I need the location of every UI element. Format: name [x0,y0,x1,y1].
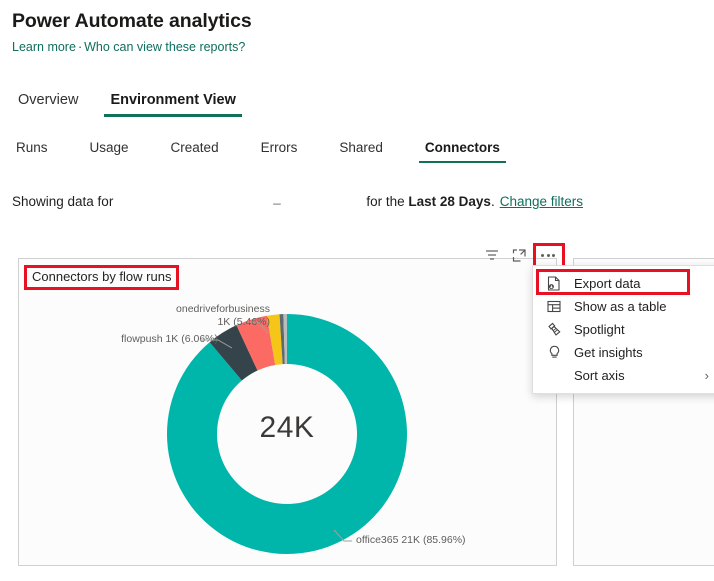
menu-item-sort-axis-label: Sort axis [574,368,625,383]
menu-item-get-insights-label: Get insights [574,345,643,360]
donut-slice-other-2[interactable] [279,314,285,365]
header-links: Learn more · Who can view these reports? [12,39,714,55]
filter-summary-bar: Showing data for for the Last 28 Days. C… [0,190,714,209]
donut-slice-flowpush[interactable] [209,325,258,381]
menu-item-export-data-label: Export data [574,276,641,291]
tab-created[interactable]: Created [170,140,219,155]
menu-item-show-as-table[interactable]: Show as a table [533,295,714,318]
tab-usage[interactable]: Usage [89,140,129,155]
visual-context-menu: Export data Show as a table [532,265,714,394]
tab-environment-view[interactable]: Environment View [104,92,243,117]
environment-name-redacted [117,190,363,206]
page-title: Power Automate analytics [12,10,252,32]
period-suffix: . [490,194,495,209]
showing-data-prefix: Showing data for [12,194,114,209]
data-label-onedrive-line2: 1K (5.46%) [217,316,270,328]
menu-item-get-insights[interactable]: Get insights [533,341,714,364]
donut-chart: 24K [166,313,408,555]
ellipsis-glyph [541,253,555,257]
chevron-right-icon: › [704,368,709,383]
menu-item-spotlight-label: Spotlight [574,322,625,337]
secondary-tab-bar: Runs Usage Created Errors Shared Connect… [0,133,714,163]
data-label-office365: office365 21K (85.96%) [356,534,466,546]
who-can-view-link[interactable]: Who can view these reports? [84,40,246,54]
donut-slice-other-3[interactable] [283,314,287,365]
page-header: Power Automate analytics Learn more · Who … [0,0,714,55]
menu-item-show-as-table-label: Show as a table [574,299,667,314]
chart-title: Connectors by flow runs [32,269,172,284]
change-filters-link[interactable]: Change filters [499,194,583,209]
chart-title-highlight: Connectors by flow runs [24,265,180,290]
data-label-onedriveforbusiness: onedriveforbusiness 1K (5.46%) [150,303,270,329]
donut-slice-other-1[interactable] [266,314,283,365]
spotlight-icon [544,322,564,338]
tab-runs[interactable]: Runs [16,140,48,155]
showing-data-middle: for the [366,194,405,209]
lightbulb-icon [544,345,564,361]
learn-more-link[interactable]: Learn more [12,40,76,54]
data-label-flowpush: flowpush 1K (6.06%) [121,333,218,345]
export-data-icon [544,276,564,292]
tab-connectors[interactable]: Connectors [418,140,506,163]
donut-chart-svg[interactable] [166,313,408,555]
tab-overview[interactable]: Overview [18,92,79,108]
donut-center-total: 24K [259,411,315,444]
table-icon [544,299,564,315]
sort-axis-icon-placeholder [544,368,564,384]
focus-mode-icon[interactable] [509,245,529,265]
visual-header-toolbar [482,242,565,268]
tab-errors[interactable]: Errors [260,140,298,155]
chart-title-container: Connectors by flow runs [24,265,180,290]
filter-icon[interactable] [482,245,502,265]
more-options-icon[interactable] [533,242,565,268]
primary-tab-bar: Overview Environment View [0,83,714,117]
link-separator: · [77,40,83,54]
menu-item-sort-axis[interactable]: Sort axis › [533,364,714,387]
tab-shared[interactable]: Shared [339,140,383,155]
donut-slice-office365[interactable] [166,314,407,554]
menu-item-export-data[interactable]: Export data [533,269,714,295]
date-range-value: Last 28 Days [408,194,491,209]
menu-item-spotlight[interactable]: Spotlight [533,318,714,341]
data-label-onedrive-line1: onedriveforbusiness [176,303,270,315]
